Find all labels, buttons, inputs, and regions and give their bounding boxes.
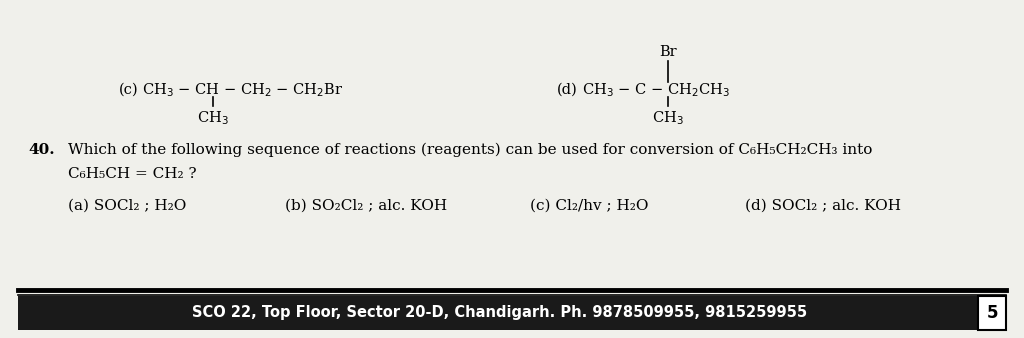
Text: Br: Br bbox=[659, 45, 677, 59]
Text: SCO 22, Top Floor, Sector 20-D, Chandigarh. Ph. 9878509955, 9815259955: SCO 22, Top Floor, Sector 20-D, Chandiga… bbox=[193, 306, 808, 320]
Text: C₆H₅CH = CH₂ ?: C₆H₅CH = CH₂ ? bbox=[68, 167, 197, 181]
Bar bbox=[978, 296, 1006, 330]
Text: CH$_3$: CH$_3$ bbox=[652, 109, 684, 127]
Text: CH$_3$: CH$_3$ bbox=[198, 109, 228, 127]
Text: (b) SO₂Cl₂ ; alc. KOH: (b) SO₂Cl₂ ; alc. KOH bbox=[285, 199, 447, 213]
Text: 5: 5 bbox=[986, 304, 997, 322]
Text: CH$_3$ $-$ C $-$ CH$_2$CH$_3$: CH$_3$ $-$ C $-$ CH$_2$CH$_3$ bbox=[582, 81, 730, 99]
Text: (d): (d) bbox=[557, 83, 578, 97]
Text: (d) SOCl₂ ; alc. KOH: (d) SOCl₂ ; alc. KOH bbox=[745, 199, 901, 213]
Text: (c): (c) bbox=[119, 83, 138, 97]
Bar bbox=[18, 296, 1006, 330]
Text: Which of the following sequence of reactions (reagents) can be used for conversi: Which of the following sequence of react… bbox=[68, 143, 872, 158]
Text: (c) Cl₂/hv ; H₂O: (c) Cl₂/hv ; H₂O bbox=[530, 199, 648, 213]
Text: 40.: 40. bbox=[28, 143, 54, 157]
Text: CH$_3$ $-$ CH $-$ CH$_2$ $-$ CH$_2$Br: CH$_3$ $-$ CH $-$ CH$_2$ $-$ CH$_2$Br bbox=[142, 81, 343, 99]
Text: (a) SOCl₂ ; H₂O: (a) SOCl₂ ; H₂O bbox=[68, 199, 186, 213]
